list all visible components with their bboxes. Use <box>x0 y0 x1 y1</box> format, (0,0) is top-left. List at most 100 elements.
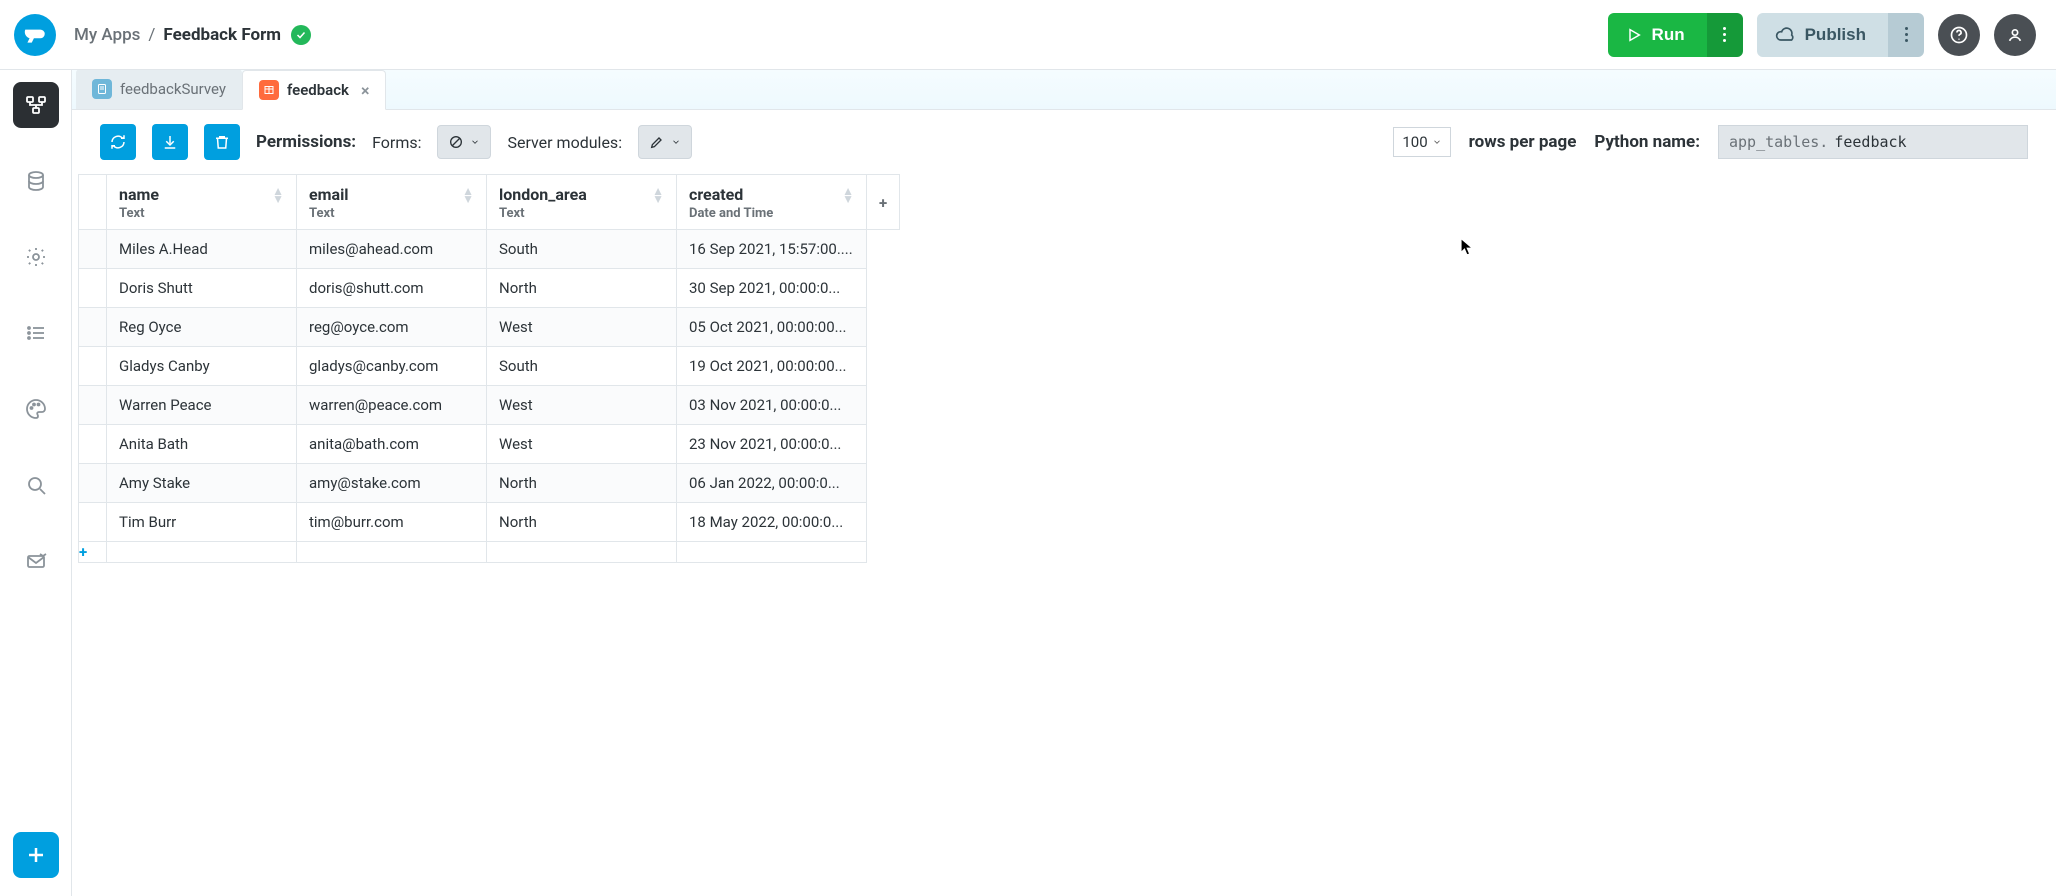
help-button[interactable] <box>1938 14 1980 56</box>
publish-menu-button[interactable] <box>1888 13 1924 57</box>
cell-name[interactable]: Tim Burr <box>107 503 297 542</box>
breadcrumb-root[interactable]: My Apps <box>74 25 140 45</box>
cell-email[interactable]: anita@bath.com <box>297 425 487 464</box>
publish-label: Publish <box>1805 25 1866 45</box>
cell-name[interactable]: Anita Bath <box>107 425 297 464</box>
row-handle[interactable] <box>79 347 107 386</box>
download-button[interactable] <box>152 124 188 160</box>
sort-icon[interactable]: ▲▼ <box>462 187 474 203</box>
sort-icon[interactable]: ▲▼ <box>842 187 854 203</box>
cell-email[interactable]: doris@shutt.com <box>297 269 487 308</box>
new-row-cell[interactable] <box>107 542 297 563</box>
close-tab-button[interactable]: × <box>361 81 370 100</box>
nav-settings[interactable] <box>13 234 59 280</box>
column-header-created[interactable]: created▲▼ Date and Time <box>677 175 867 230</box>
cell-name[interactable]: Gladys Canby <box>107 347 297 386</box>
nav-search[interactable] <box>13 462 59 508</box>
breadcrumbs: My Apps / Feedback Form <box>74 25 281 45</box>
edit-icon <box>649 134 665 150</box>
add-service-button[interactable] <box>13 832 59 878</box>
rows-per-page-select[interactable]: 100 <box>1393 127 1450 157</box>
cell-created[interactable]: 16 Sep 2021, 15:57:00.... <box>677 230 867 269</box>
cell-created[interactable]: 30 Sep 2021, 00:00:0... <box>677 269 867 308</box>
breadcrumb-app[interactable]: Feedback Form <box>163 25 281 45</box>
row-handle[interactable] <box>79 464 107 503</box>
sync-ok-icon <box>291 25 311 45</box>
col-label: email <box>309 185 349 204</box>
cell-area[interactable]: West <box>487 386 677 425</box>
table-row[interactable]: Tim Burrtim@burr.comNorth18 May 2022, 00… <box>79 503 900 542</box>
row-handle[interactable] <box>79 308 107 347</box>
publish-button[interactable]: Publish <box>1757 13 1888 57</box>
cell-email[interactable]: miles@ahead.com <box>297 230 487 269</box>
nav-list[interactable] <box>13 310 59 356</box>
cell-email[interactable]: gladys@canby.com <box>297 347 487 386</box>
download-icon <box>161 133 179 151</box>
delete-button[interactable] <box>204 124 240 160</box>
cell-name[interactable]: Doris Shutt <box>107 269 297 308</box>
cell-area[interactable]: West <box>487 308 677 347</box>
table-row[interactable]: Doris Shuttdoris@shutt.comNorth30 Sep 20… <box>79 269 900 308</box>
col-label: created <box>689 185 743 204</box>
row-handle[interactable] <box>79 230 107 269</box>
cell-created[interactable]: 03 Nov 2021, 00:00:0... <box>677 386 867 425</box>
run-menu-button[interactable] <box>1707 13 1743 57</box>
add-column-button[interactable]: + <box>867 175 900 230</box>
cell-created[interactable]: 05 Oct 2021, 00:00:00... <box>677 308 867 347</box>
python-prefix: app_tables. <box>1729 133 1828 151</box>
cell-area[interactable]: North <box>487 503 677 542</box>
tab-feedback[interactable]: feedback × <box>242 70 386 110</box>
python-name-input[interactable]: app_tables. feedback <box>1718 125 2028 159</box>
row-handle[interactable] <box>79 503 107 542</box>
new-row-cell[interactable] <box>677 542 867 563</box>
cell-created[interactable]: 19 Oct 2021, 00:00:00... <box>677 347 867 386</box>
new-row-cell[interactable] <box>297 542 487 563</box>
cell-area[interactable]: South <box>487 230 677 269</box>
column-header-name[interactable]: name▲▼ Text <box>107 175 297 230</box>
cell-created[interactable]: 06 Jan 2022, 00:00:0... <box>677 464 867 503</box>
column-header-email[interactable]: email▲▼ Text <box>297 175 487 230</box>
table-row[interactable]: Reg Oycereg@oyce.comWest05 Oct 2021, 00:… <box>79 308 900 347</box>
anvil-logo[interactable] <box>14 14 56 56</box>
cell-area[interactable]: West <box>487 425 677 464</box>
sort-icon[interactable]: ▲▼ <box>272 187 284 203</box>
new-row-cell[interactable] <box>487 542 677 563</box>
add-row-button[interactable]: + <box>79 542 107 563</box>
row-handle[interactable] <box>79 269 107 308</box>
cell-email[interactable]: warren@peace.com <box>297 386 487 425</box>
account-button[interactable] <box>1994 14 2036 56</box>
forms-permission-dropdown[interactable] <box>437 125 491 159</box>
nav-app-structure[interactable] <box>13 82 59 128</box>
refresh-button[interactable] <box>100 124 136 160</box>
cell-name[interactable]: Warren Peace <box>107 386 297 425</box>
cell-area[interactable]: South <box>487 347 677 386</box>
row-handle[interactable] <box>79 425 107 464</box>
table-row[interactable]: Gladys Canbygladys@canby.comSouth19 Oct … <box>79 347 900 386</box>
trash-icon <box>213 133 231 151</box>
cell-area[interactable]: North <box>487 464 677 503</box>
table-row[interactable]: Miles A.Headmiles@ahead.comSouth16 Sep 2… <box>79 230 900 269</box>
table-row[interactable]: Anita Bathanita@bath.comWest23 Nov 2021,… <box>79 425 900 464</box>
table-row[interactable]: Warren Peacewarren@peace.comWest03 Nov 2… <box>79 386 900 425</box>
cell-email[interactable]: reg@oyce.com <box>297 308 487 347</box>
tab-strip: feedbackSurvey feedback × <box>72 70 2056 110</box>
rows-per-page-label: rows per page <box>1469 132 1577 152</box>
run-button[interactable]: Run <box>1608 13 1707 57</box>
cell-name[interactable]: Amy Stake <box>107 464 297 503</box>
row-handle[interactable] <box>79 386 107 425</box>
cell-name[interactable]: Miles A.Head <box>107 230 297 269</box>
cell-email[interactable]: tim@burr.com <box>297 503 487 542</box>
cell-area[interactable]: North <box>487 269 677 308</box>
cell-created[interactable]: 23 Nov 2021, 00:00:0... <box>677 425 867 464</box>
cell-created[interactable]: 18 May 2022, 00:00:0... <box>677 503 867 542</box>
server-permission-dropdown[interactable] <box>638 125 692 159</box>
nav-mail[interactable] <box>13 538 59 584</box>
table-row[interactable]: Amy Stakeamy@stake.comNorth06 Jan 2022, … <box>79 464 900 503</box>
nav-data-tables[interactable] <box>13 158 59 204</box>
cell-name[interactable]: Reg Oyce <box>107 308 297 347</box>
nav-theme[interactable] <box>13 386 59 432</box>
cell-email[interactable]: amy@stake.com <box>297 464 487 503</box>
tab-feedback-survey[interactable]: feedbackSurvey <box>76 70 242 109</box>
column-header-area[interactable]: london_area▲▼ Text <box>487 175 677 230</box>
sort-icon[interactable]: ▲▼ <box>652 187 664 203</box>
